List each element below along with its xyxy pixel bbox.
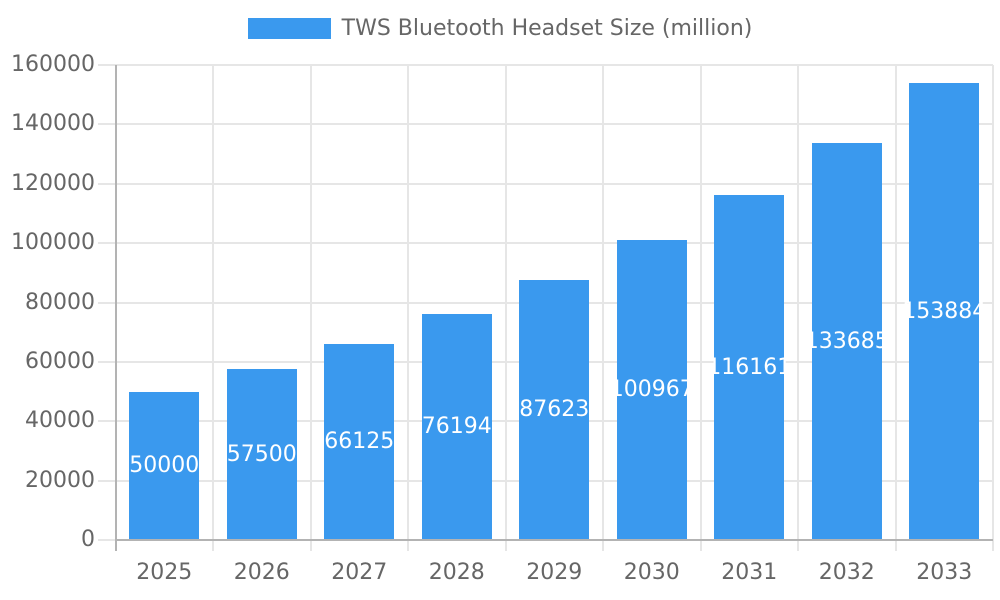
x-axis-tick [309, 540, 312, 551]
x-gridline [504, 65, 507, 540]
y-axis-tick [98, 539, 116, 541]
x-axis-tick [894, 540, 897, 551]
x-axis-tick [699, 540, 702, 551]
y-axis-label: 80000 [25, 289, 95, 315]
bar-2028[interactable] [421, 313, 492, 539]
x-gridline [894, 65, 897, 540]
y-axis-label: 120000 [11, 170, 95, 196]
bar-2032[interactable] [811, 143, 882, 539]
x-gridline [992, 65, 994, 540]
bar-value-label: 116161 [707, 354, 792, 380]
y-gridline [115, 123, 993, 126]
x-gridline [309, 65, 312, 540]
bar-value-label: 133685 [804, 328, 889, 354]
y-gridline [115, 182, 993, 185]
bar-2026[interactable] [226, 369, 297, 539]
x-gridline [699, 65, 702, 540]
y-axis-line [114, 65, 117, 551]
bar-value-label: 100967 [609, 377, 694, 403]
y-axis-label: 60000 [25, 348, 95, 374]
x-axis-label: 2033 [916, 560, 973, 585]
x-axis-label: 2028 [428, 560, 485, 585]
bar-value-label: 76194 [421, 413, 492, 439]
y-axis-label: 40000 [25, 408, 95, 434]
y-axis-label: 100000 [11, 230, 95, 256]
legend-label: TWS Bluetooth Headset Size (million) [341, 16, 753, 41]
y-axis-label: 0 [81, 527, 95, 552]
bar-value-label: 153884 [902, 298, 987, 324]
bar-2029[interactable] [519, 279, 590, 539]
y-axis-tick [98, 242, 116, 245]
x-axis-label: 2029 [526, 560, 583, 585]
y-axis-tick [98, 479, 116, 482]
x-axis-tick [504, 540, 507, 551]
y-axis-label: 140000 [11, 111, 95, 137]
x-axis-tick [212, 540, 214, 551]
y-axis-label: 20000 [25, 467, 95, 493]
x-axis-tick [407, 540, 409, 551]
bar-2030[interactable] [616, 240, 687, 539]
bar-value-label: 50000 [129, 452, 200, 478]
bar-value-label: 57500 [226, 441, 297, 467]
x-axis-tick [797, 540, 799, 551]
x-axis-line [114, 539, 993, 541]
bar-2033[interactable] [909, 83, 980, 539]
y-axis-tick [98, 182, 116, 185]
y-axis-tick [98, 420, 116, 423]
legend-swatch [247, 18, 331, 39]
x-gridline [602, 65, 604, 540]
x-axis-label: 2026 [233, 560, 290, 585]
y-gridline [115, 242, 993, 245]
x-gridline [407, 65, 409, 540]
x-gridline [212, 65, 214, 540]
y-gridline [115, 64, 993, 66]
y-axis-tick [98, 64, 116, 66]
y-axis-label: 160000 [11, 52, 95, 77]
x-gridline [797, 65, 799, 540]
bar-2031[interactable] [714, 195, 785, 539]
x-axis-label: 2032 [818, 560, 875, 585]
x-axis-label: 2030 [623, 560, 680, 585]
x-axis-tick [602, 540, 604, 551]
x-axis-label: 2027 [331, 560, 388, 585]
bar-value-label: 66125 [324, 428, 395, 454]
y-axis-tick [98, 123, 116, 126]
bar-value-label: 87623 [519, 396, 590, 422]
legend[interactable]: TWS Bluetooth Headset Size (million) [0, 16, 1000, 41]
x-axis-label: 2031 [721, 560, 778, 585]
x-axis-tick [992, 540, 994, 551]
y-axis-tick [98, 301, 116, 304]
bar-2025[interactable] [129, 391, 200, 539]
y-axis-tick [98, 360, 116, 363]
bar-2027[interactable] [324, 343, 395, 539]
x-axis-label: 2025 [136, 560, 193, 585]
